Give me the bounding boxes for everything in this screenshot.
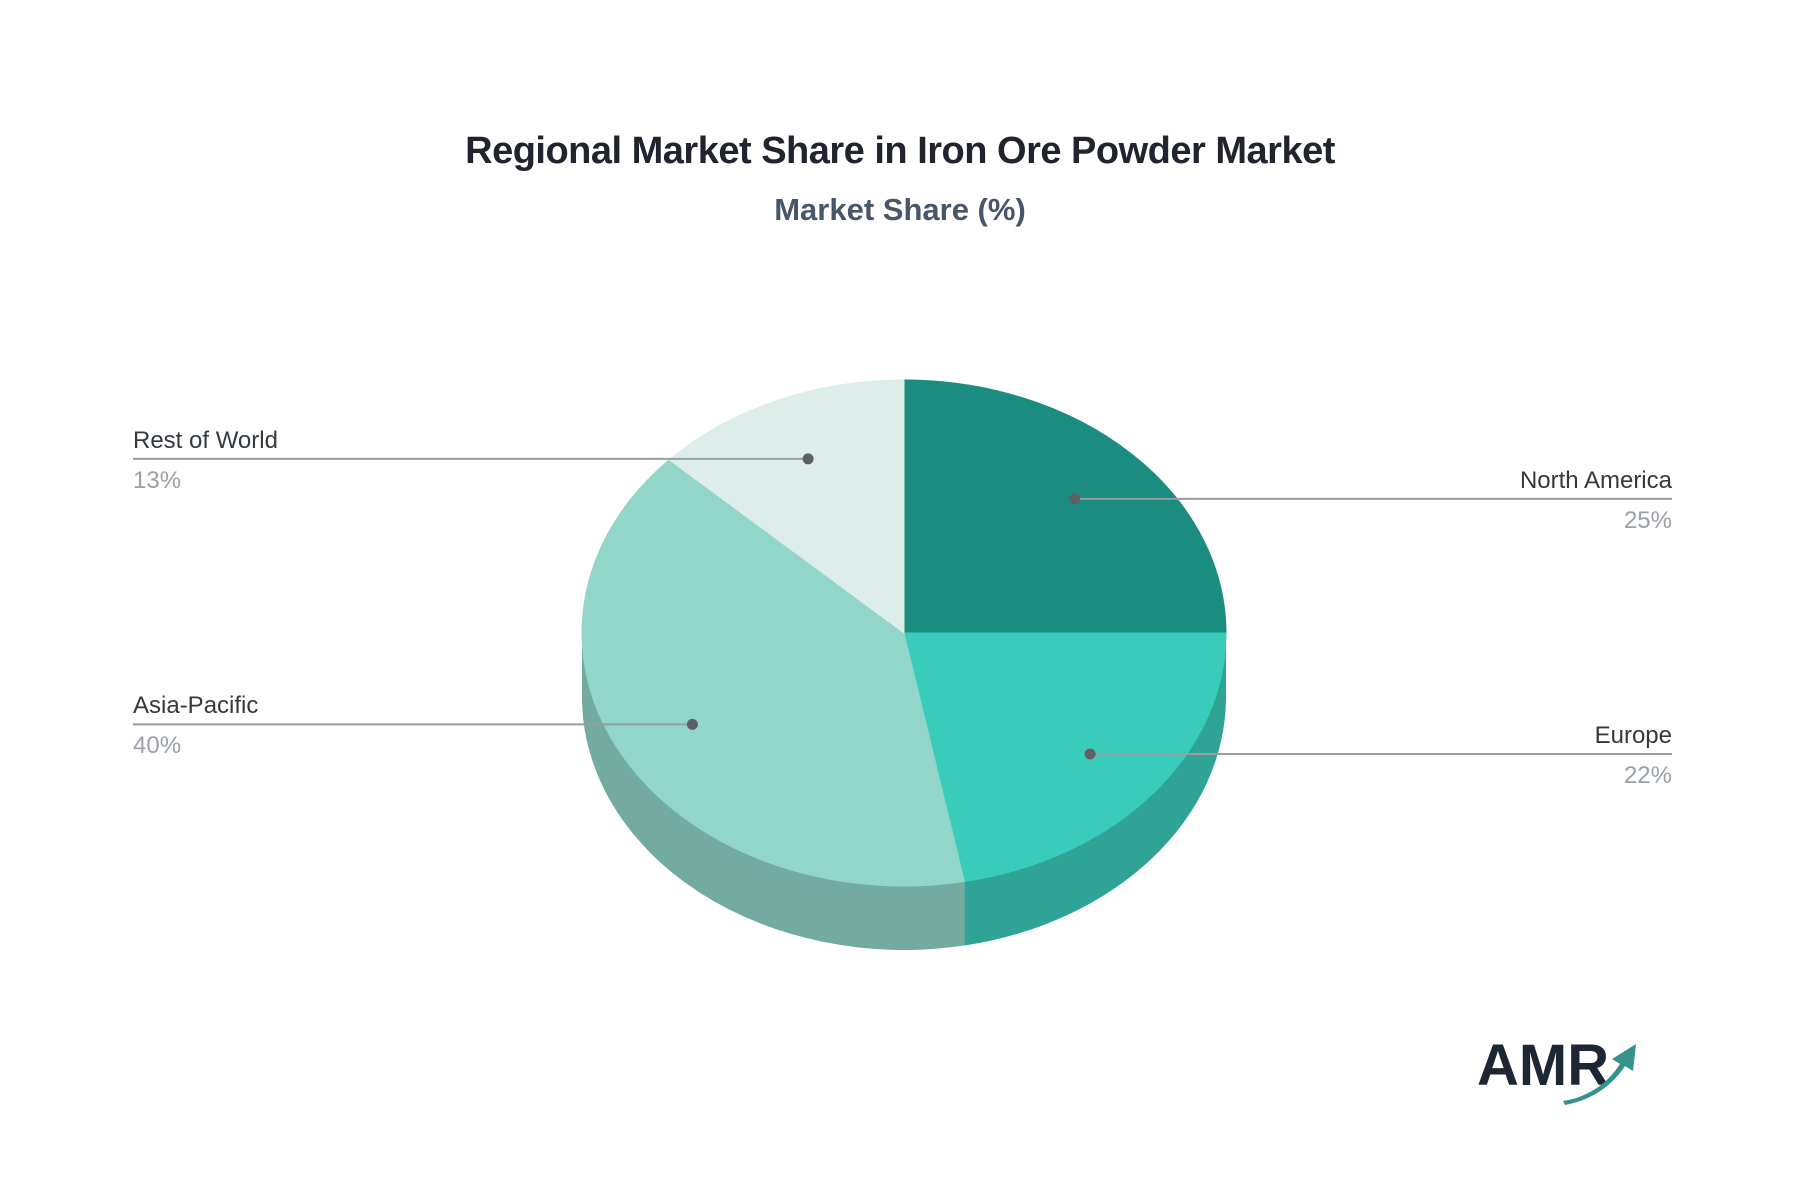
pie-slice-europe <box>903 632 1227 883</box>
slice-label: Rest of World <box>133 426 278 454</box>
callout-europe: Europe 22% <box>1112 722 1672 789</box>
callout-rest-of-world: Rest of World 13% <box>133 427 693 494</box>
trend-up-arrow-icon <box>1563 1044 1636 1105</box>
pie-slice-north-america <box>903 379 1227 634</box>
leader-dot-europe <box>1084 748 1096 760</box>
amr-logo: AMR <box>1477 1032 1697 1112</box>
slice-label: North America <box>1519 466 1672 494</box>
pie-slice-rest-of-world <box>668 379 905 634</box>
slice-value: 25% <box>1623 506 1672 534</box>
chart-subtitle: Market Share (%) <box>774 192 1026 227</box>
slice-value: 13% <box>133 466 182 494</box>
leader-dot-rest-of-world <box>802 453 814 465</box>
slice-value: 40% <box>133 732 182 760</box>
slice-label: Asia-Pacific <box>133 692 259 720</box>
leader-dot-north-america <box>1069 493 1081 505</box>
pie-slice-asia-pacific <box>581 459 965 887</box>
slice-value: 22% <box>1623 761 1672 789</box>
pie-rim-europe <box>964 633 1226 946</box>
callout-asia-pacific: Asia-Pacific 40% <box>133 692 693 759</box>
pie-rim-asia-pacific <box>581 633 965 951</box>
callout-north-america: North America 25% <box>1112 467 1672 534</box>
slice-label: Europe <box>1594 721 1672 749</box>
amr-logo-text: AMR <box>1477 1033 1610 1098</box>
leader-dot-asia-pacific <box>686 718 698 730</box>
chart-title: Regional Market Share in Iron Ore Powder… <box>465 130 1335 172</box>
